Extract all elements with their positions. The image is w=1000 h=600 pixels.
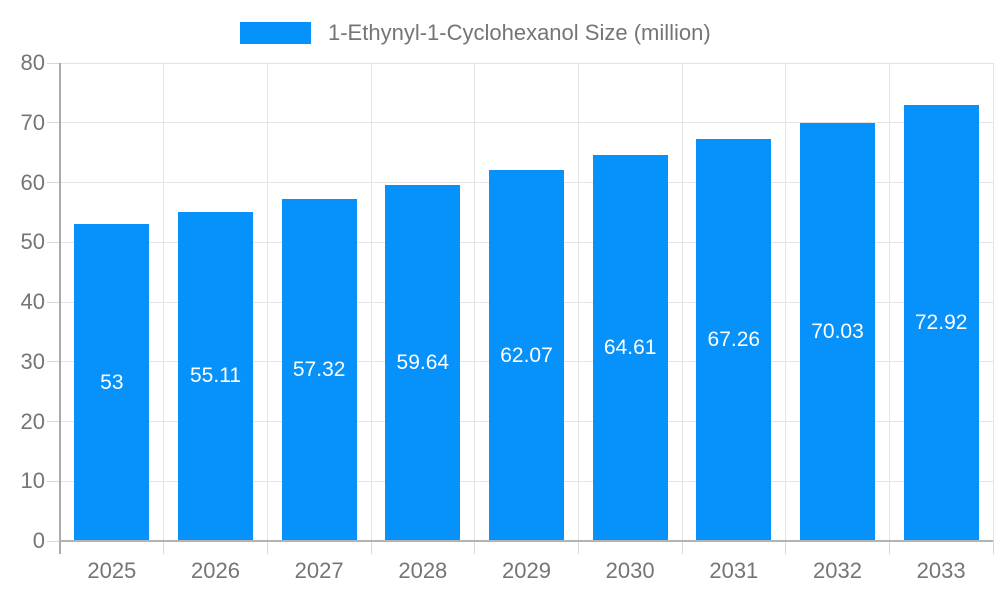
bar-2030[interactable] — [592, 154, 668, 541]
x-axis-tick-label: 2030 — [605, 558, 655, 583]
gridline-vertical — [785, 63, 787, 541]
gridline-vertical — [681, 63, 683, 541]
legend-label: 1-Ethynyl-1-Cyclohexanol Size (million) — [328, 20, 711, 45]
gridline-horizontal — [60, 122, 993, 124]
y-axis-tick — [47, 540, 60, 542]
y-axis-tick — [47, 301, 60, 303]
gridline-vertical — [370, 63, 372, 541]
x-axis-tick-label: 2029 — [502, 558, 551, 583]
y-axis-tick-label: 30 — [20, 348, 45, 374]
gridline-vertical — [474, 63, 476, 541]
y-axis-tick-label: 80 — [20, 50, 45, 75]
x-axis-tick — [577, 541, 579, 554]
x-axis-tick-label: 2025 — [87, 558, 137, 583]
bar-2027[interactable] — [281, 198, 357, 541]
bar-2031[interactable] — [696, 139, 772, 541]
y-axis-tick — [47, 421, 60, 422]
x-axis-tick-label: 2027 — [294, 558, 344, 583]
gridline-horizontal — [60, 62, 993, 64]
y-axis-line — [59, 63, 61, 554]
y-axis-tick — [47, 122, 60, 124]
gridline-vertical — [266, 63, 268, 541]
x-axis-tick — [163, 541, 165, 554]
x-axis-tick-label: 2032 — [813, 558, 862, 583]
gridline-vertical — [992, 63, 994, 541]
y-axis-tick-label: 70 — [20, 109, 45, 135]
y-axis-tick — [47, 480, 60, 482]
x-axis-tick — [266, 541, 268, 554]
x-axis-tick — [681, 541, 683, 554]
bar-2028[interactable] — [385, 184, 461, 541]
legend-swatch-icon — [240, 22, 311, 44]
x-axis-tick-label: 2031 — [709, 558, 759, 583]
x-axis-tick — [785, 541, 787, 554]
x-axis-tick-label: 2028 — [398, 558, 448, 583]
x-axis-tick — [370, 541, 372, 554]
y-axis-tick-label: 10 — [20, 468, 45, 494]
x-axis-tick — [888, 541, 890, 554]
y-axis-tick-label: 50 — [20, 229, 45, 255]
y-axis-tick-label: 60 — [20, 169, 45, 195]
x-axis-line — [60, 540, 993, 542]
x-axis-tick — [474, 541, 476, 554]
y-axis-tick — [47, 241, 60, 243]
gridline-vertical — [163, 63, 165, 541]
gridline-vertical — [577, 63, 579, 541]
y-axis-tick — [47, 361, 60, 363]
x-axis-tick — [992, 541, 994, 554]
y-axis-tick-label: 20 — [20, 408, 45, 434]
y-axis-tick — [47, 62, 60, 64]
bar-2032[interactable] — [800, 122, 875, 541]
bar-2033[interactable] — [903, 105, 979, 541]
bar-2029[interactable] — [489, 170, 564, 541]
x-axis-tick-label: 2033 — [916, 558, 966, 583]
gridline-vertical — [888, 63, 890, 541]
bar-2025[interactable] — [74, 224, 150, 541]
legend-item[interactable]: 1-Ethynyl-1-Cyclohexanol Size (million) — [240, 20, 711, 46]
y-axis-tick-label: 0 — [32, 528, 45, 553]
bar-2026[interactable] — [178, 211, 253, 541]
y-axis-tick — [47, 182, 60, 183]
x-axis-tick-label: 2026 — [191, 558, 240, 583]
y-axis-tick-label: 40 — [20, 289, 45, 314]
